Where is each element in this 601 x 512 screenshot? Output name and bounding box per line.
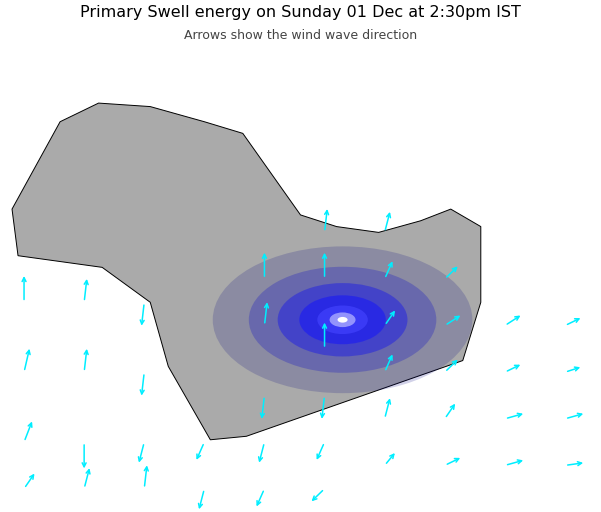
Ellipse shape bbox=[249, 267, 436, 373]
Ellipse shape bbox=[213, 246, 472, 393]
Ellipse shape bbox=[317, 306, 368, 334]
Text: Arrows show the wind wave direction: Arrows show the wind wave direction bbox=[184, 29, 417, 42]
Text: Primary Swell energy on Sunday 01 Dec at 2:30pm IST: Primary Swell energy on Sunday 01 Dec at… bbox=[80, 6, 521, 20]
Ellipse shape bbox=[329, 312, 356, 327]
Ellipse shape bbox=[278, 283, 407, 356]
Ellipse shape bbox=[299, 295, 386, 344]
Ellipse shape bbox=[338, 317, 347, 323]
Polygon shape bbox=[12, 103, 481, 440]
